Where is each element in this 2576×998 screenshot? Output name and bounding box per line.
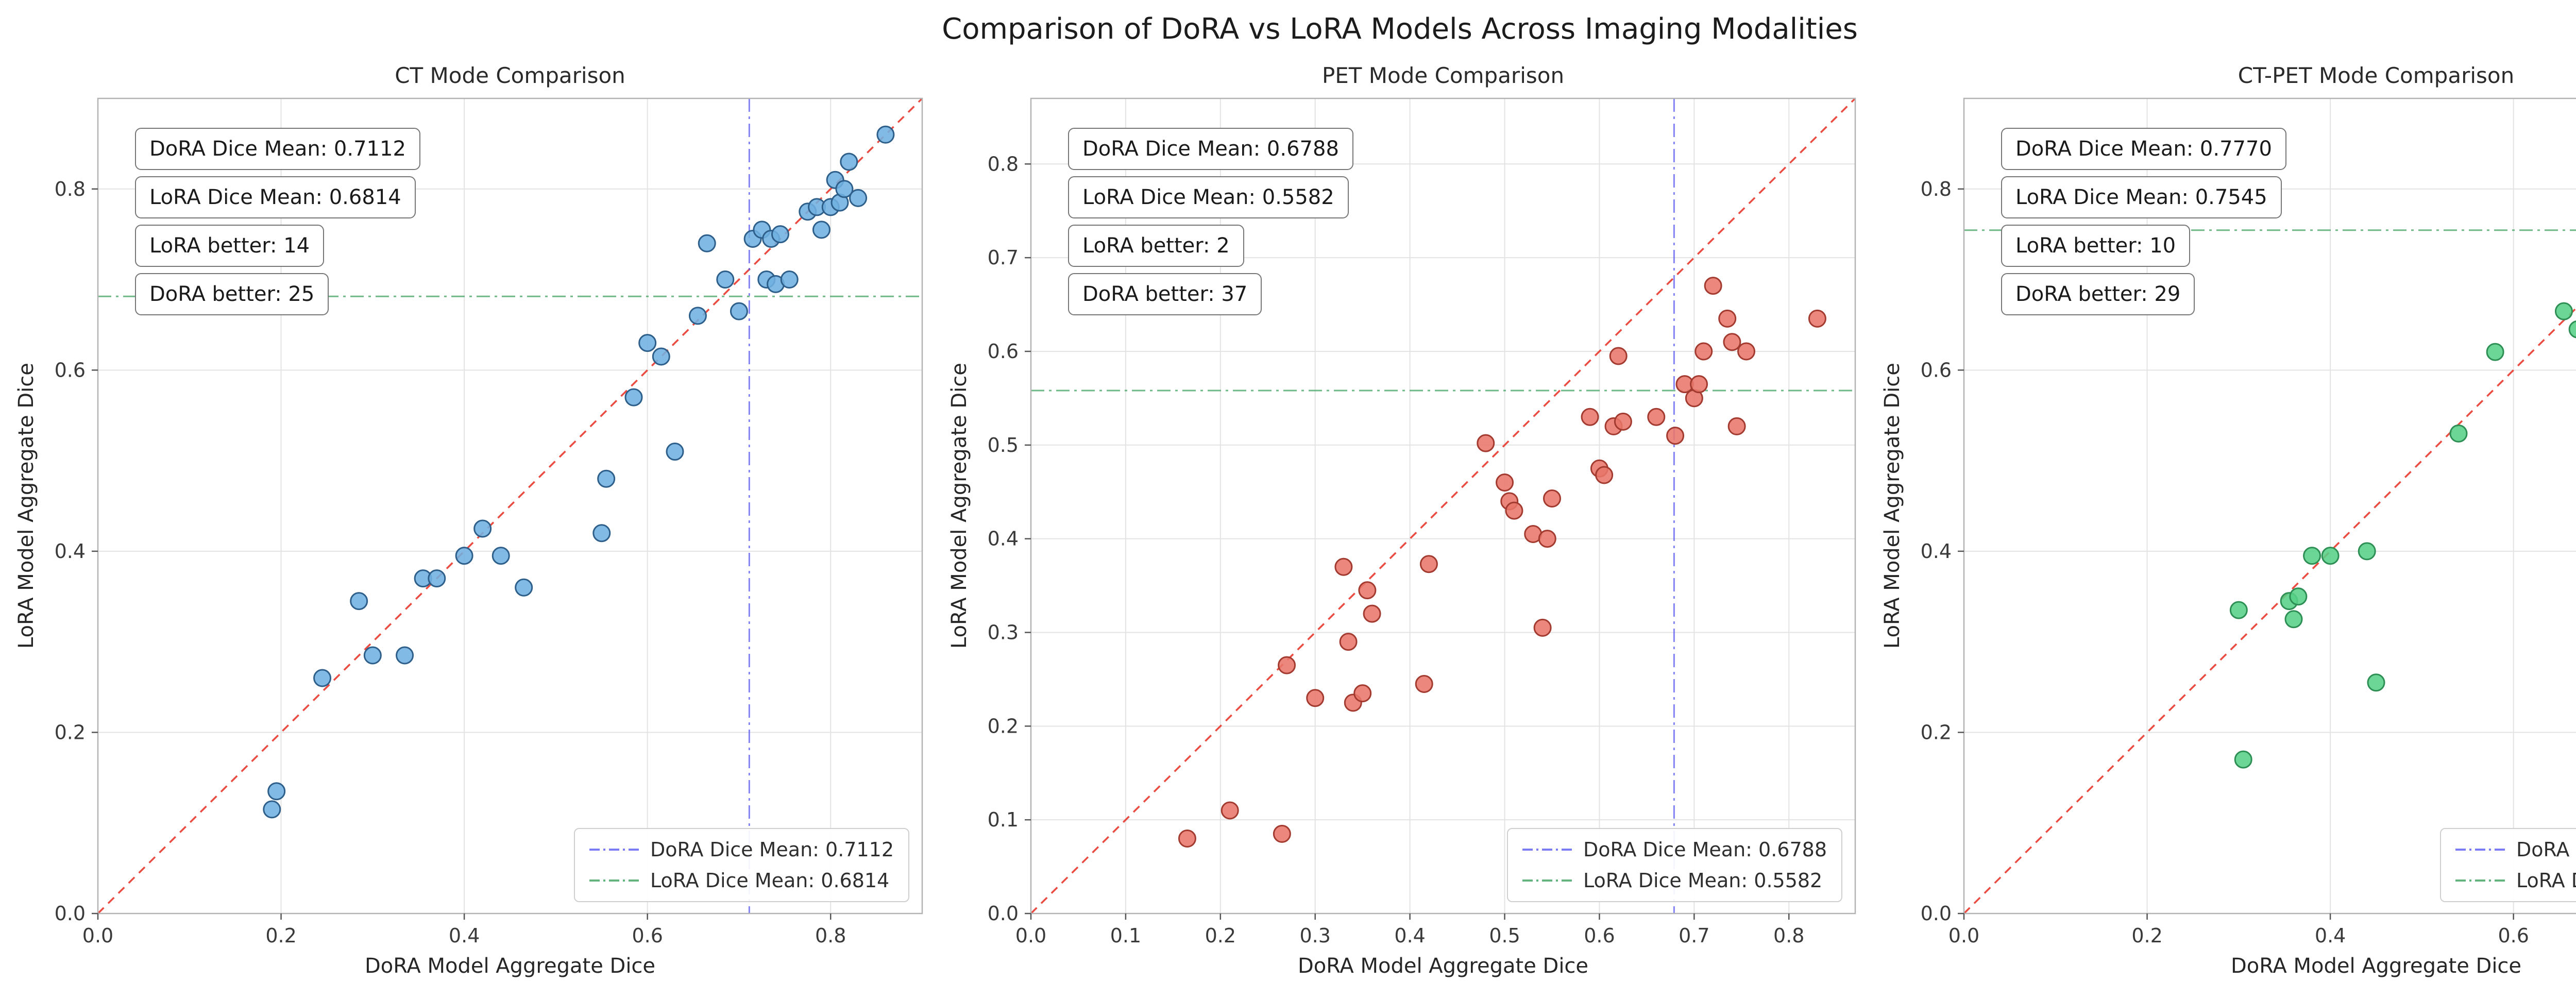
legend-label: LoRA Dice Mean: 0.5582 — [1583, 869, 1823, 892]
stat-dora-better: DoRA better: 37 — [1068, 273, 1262, 315]
svg-text:0.4: 0.4 — [449, 924, 480, 947]
stat-dora-mean: DoRA Dice Mean: 0.6788 — [1068, 128, 1353, 170]
svg-text:0.2: 0.2 — [1205, 924, 1236, 947]
svg-text:0.0: 0.0 — [55, 902, 86, 925]
svg-text:0.8: 0.8 — [55, 178, 86, 200]
y-axis-label-ct: LoRA Model Aggregate Dice — [14, 363, 38, 649]
svg-text:0.8: 0.8 — [815, 924, 846, 947]
stat-lora-better: LoRA better: 10 — [2001, 225, 2191, 267]
stat-dora-better: DoRA better: 25 — [135, 273, 329, 315]
stat-lora-better: LoRA better: 14 — [135, 225, 325, 267]
stat-dora-mean: DoRA Dice Mean: 0.7770 — [2001, 128, 2286, 170]
svg-text:0.6: 0.6 — [2498, 924, 2529, 947]
svg-text:0.1: 0.1 — [1110, 924, 1141, 947]
svg-text:0.0: 0.0 — [1015, 924, 1046, 947]
y-axis-label-pet: LoRA Model Aggregate Dice — [947, 363, 971, 649]
subplot-ct-pet: CT-PET Mode Comparison LoRA Model Aggreg… — [1866, 0, 2576, 998]
legend-label: LoRA Dice Mean: 0.7545 — [2516, 869, 2576, 892]
svg-text:0.6: 0.6 — [988, 340, 1019, 363]
svg-text:0.0: 0.0 — [1921, 902, 1952, 925]
svg-text:0.6: 0.6 — [55, 359, 86, 381]
legend-entry-dora-mean: DoRA Dice Mean: 0.7770 — [2455, 838, 2576, 861]
legend-pet: DoRA Dice Mean: 0.6788 LoRA Dice Mean: 0… — [1507, 828, 1842, 902]
svg-text:0.2: 0.2 — [988, 715, 1019, 737]
svg-text:0.5: 0.5 — [988, 434, 1019, 456]
legend-label: DoRA Dice Mean: 0.7112 — [650, 838, 894, 861]
legend-entry-lora-mean: LoRA Dice Mean: 0.7545 — [2455, 869, 2576, 892]
stat-lora-better: LoRA better: 2 — [1068, 225, 1244, 267]
legend-entry-lora-mean: LoRA Dice Mean: 0.5582 — [1522, 869, 1827, 892]
svg-text:0.0: 0.0 — [1948, 924, 1979, 947]
svg-text:0.4: 0.4 — [55, 540, 86, 563]
stat-lora-mean: LoRA Dice Mean: 0.7545 — [2001, 176, 2282, 218]
legend-ct: DoRA Dice Mean: 0.7112 LoRA Dice Mean: 0… — [574, 828, 909, 902]
figure-title: Comparison of DoRA vs LoRA Models Across… — [942, 12, 1858, 46]
stats-annotations-ct-pet: DoRA Dice Mean: 0.7770 LoRA Dice Mean: 0… — [2001, 128, 2286, 315]
legend-entry-dora-mean: DoRA Dice Mean: 0.7112 — [589, 838, 894, 861]
svg-text:0.8: 0.8 — [988, 153, 1019, 175]
subplot-pet: PET Mode Comparison LoRA Model Aggregate… — [933, 0, 1866, 998]
stats-annotations-pet: DoRA Dice Mean: 0.6788 LoRA Dice Mean: 0… — [1068, 128, 1353, 315]
legend-label: DoRA Dice Mean: 0.7770 — [2516, 838, 2576, 861]
dashdot-line-icon — [2455, 879, 2505, 882]
svg-text:0.4: 0.4 — [988, 528, 1019, 550]
svg-text:0.2: 0.2 — [2131, 924, 2162, 947]
svg-text:0.5: 0.5 — [1489, 924, 1520, 947]
legend-label: DoRA Dice Mean: 0.6788 — [1583, 838, 1827, 861]
x-axis-label-ct-pet: DoRA Model Aggregate Dice — [2230, 954, 2522, 978]
dashdot-line-icon — [1522, 879, 1572, 882]
stat-dora-better: DoRA better: 29 — [2001, 273, 2195, 315]
svg-text:0.8: 0.8 — [1921, 178, 1952, 200]
x-axis-label-pet: DoRA Model Aggregate Dice — [1297, 954, 1589, 978]
legend-entry-dora-mean: DoRA Dice Mean: 0.6788 — [1522, 838, 1827, 861]
legend-ct-pet: DoRA Dice Mean: 0.7770 LoRA Dice Mean: 0… — [2440, 828, 2576, 902]
legend-entry-lora-mean: LoRA Dice Mean: 0.6814 — [589, 869, 894, 892]
dashdot-line-icon — [1522, 849, 1572, 851]
svg-text:0.7: 0.7 — [1679, 924, 1709, 947]
svg-text:0.4: 0.4 — [1921, 540, 1952, 563]
subplot-ct: CT Mode Comparison LoRA Model Aggregate … — [0, 0, 933, 998]
svg-text:0.2: 0.2 — [1921, 721, 1952, 743]
stat-lora-mean: LoRA Dice Mean: 0.6814 — [135, 176, 416, 218]
ct-scatter-plot: 0.0 0.2 0.4 0.6 0.8 0.0 0.2 0.4 0.6 0.8 — [55, 97, 923, 947]
dashdot-line-icon — [589, 879, 639, 882]
svg-text:0.6: 0.6 — [1584, 924, 1615, 947]
y-axis-label-ct-pet: LoRA Model Aggregate Dice — [1880, 363, 1904, 649]
svg-text:0.8: 0.8 — [1773, 924, 1804, 947]
svg-text:0.7: 0.7 — [988, 246, 1019, 269]
svg-text:0.3: 0.3 — [988, 621, 1019, 644]
svg-text:0.2: 0.2 — [265, 924, 296, 947]
svg-text:0.3: 0.3 — [1300, 924, 1331, 947]
stats-annotations-ct: DoRA Dice Mean: 0.7112 LoRA Dice Mean: 0… — [135, 128, 420, 315]
svg-text:0.4: 0.4 — [1394, 924, 1425, 947]
svg-text:0.0: 0.0 — [988, 902, 1019, 925]
chart-title-ct: CT Mode Comparison — [395, 63, 625, 88]
stat-lora-mean: LoRA Dice Mean: 0.5582 — [1068, 176, 1349, 218]
legend-label: LoRA Dice Mean: 0.6814 — [650, 869, 890, 892]
svg-text:0.6: 0.6 — [1921, 359, 1952, 381]
svg-text:0.2: 0.2 — [55, 721, 86, 743]
svg-text:0.0: 0.0 — [82, 924, 113, 947]
chart-title-pet: PET Mode Comparison — [1321, 63, 1565, 88]
stat-dora-mean: DoRA Dice Mean: 0.7112 — [135, 128, 420, 170]
dashdot-line-icon — [589, 849, 639, 851]
svg-text:0.1: 0.1 — [988, 808, 1019, 831]
chart-title-ct-pet: CT-PET Mode Comparison — [2238, 63, 2515, 88]
svg-text:0.4: 0.4 — [2315, 924, 2346, 947]
svg-text:0.6: 0.6 — [632, 924, 663, 947]
dashdot-line-icon — [2455, 849, 2505, 851]
x-axis-label-ct: DoRA Model Aggregate Dice — [364, 954, 656, 978]
